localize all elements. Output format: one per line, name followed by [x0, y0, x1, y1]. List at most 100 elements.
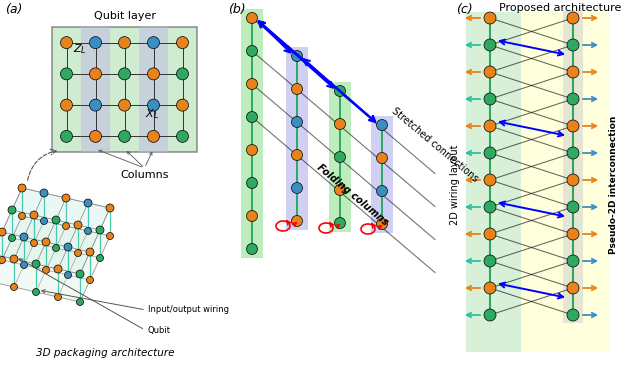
Text: Pseudo-2D interconnection: Pseudo-2D interconnection — [608, 116, 618, 254]
Circle shape — [335, 151, 345, 162]
Circle shape — [291, 182, 303, 194]
Circle shape — [177, 37, 189, 48]
Circle shape — [567, 12, 579, 24]
Circle shape — [11, 283, 18, 290]
Circle shape — [89, 37, 101, 48]
Circle shape — [567, 66, 579, 78]
Bar — [81, 27, 110, 152]
Circle shape — [484, 282, 496, 294]
Circle shape — [86, 248, 94, 256]
Bar — [139, 27, 168, 152]
Circle shape — [247, 111, 257, 122]
Circle shape — [335, 85, 345, 97]
Circle shape — [32, 260, 40, 268]
Circle shape — [0, 256, 6, 263]
Text: Input/output wiring: Input/output wiring — [148, 306, 229, 314]
Text: Qubit layer: Qubit layer — [94, 11, 155, 21]
Circle shape — [484, 93, 496, 105]
Circle shape — [118, 37, 130, 48]
Circle shape — [18, 184, 26, 192]
Circle shape — [484, 201, 496, 213]
Circle shape — [567, 174, 579, 186]
Circle shape — [21, 262, 28, 269]
Circle shape — [76, 270, 84, 278]
Circle shape — [291, 50, 303, 61]
Circle shape — [291, 215, 303, 226]
Bar — [286, 47, 308, 230]
Circle shape — [247, 243, 257, 255]
Circle shape — [0, 228, 6, 236]
Circle shape — [30, 239, 38, 246]
Circle shape — [291, 149, 303, 161]
Circle shape — [567, 93, 579, 105]
Circle shape — [147, 130, 160, 142]
Bar — [241, 9, 263, 258]
Circle shape — [74, 249, 82, 256]
Circle shape — [74, 221, 82, 229]
Circle shape — [87, 276, 94, 283]
Circle shape — [247, 145, 257, 155]
Circle shape — [30, 211, 38, 219]
Circle shape — [484, 66, 496, 78]
Circle shape — [10, 255, 18, 263]
Circle shape — [147, 99, 160, 111]
Circle shape — [484, 12, 496, 24]
Circle shape — [8, 206, 16, 214]
Bar — [521, 12, 609, 352]
Circle shape — [177, 130, 189, 142]
Circle shape — [60, 99, 72, 111]
Circle shape — [54, 265, 62, 273]
Text: Stretched connections: Stretched connections — [390, 106, 481, 184]
Circle shape — [377, 185, 387, 196]
Circle shape — [377, 120, 387, 131]
Circle shape — [484, 228, 496, 240]
Circle shape — [118, 99, 130, 111]
Circle shape — [291, 117, 303, 128]
Circle shape — [247, 13, 257, 24]
Circle shape — [291, 84, 303, 94]
Circle shape — [147, 68, 160, 80]
Text: 3D packaging architecture: 3D packaging architecture — [36, 348, 174, 358]
Circle shape — [567, 255, 579, 267]
Circle shape — [96, 226, 104, 234]
Circle shape — [106, 232, 113, 239]
Polygon shape — [0, 188, 110, 274]
Circle shape — [106, 204, 114, 212]
Circle shape — [40, 189, 48, 197]
Circle shape — [484, 120, 496, 132]
Circle shape — [377, 219, 387, 229]
Circle shape — [335, 185, 345, 195]
Circle shape — [177, 68, 189, 80]
Circle shape — [484, 147, 496, 159]
Circle shape — [484, 174, 496, 186]
Circle shape — [247, 78, 257, 90]
Circle shape — [43, 266, 50, 273]
Circle shape — [89, 99, 101, 111]
Circle shape — [62, 222, 69, 229]
Circle shape — [33, 289, 40, 296]
Circle shape — [89, 130, 101, 142]
Circle shape — [177, 99, 189, 111]
Circle shape — [40, 218, 48, 225]
Text: Folding columns: Folding columns — [315, 162, 390, 228]
Circle shape — [9, 235, 16, 242]
Bar — [52, 27, 197, 152]
Text: Proposed architecture: Proposed architecture — [499, 3, 621, 13]
Circle shape — [62, 194, 70, 202]
Circle shape — [567, 201, 579, 213]
Circle shape — [567, 120, 579, 132]
Circle shape — [247, 211, 257, 222]
Text: (c): (c) — [456, 3, 472, 16]
Text: 2D wiring layout: 2D wiring layout — [450, 145, 460, 225]
Circle shape — [77, 299, 84, 306]
Circle shape — [484, 309, 496, 321]
Circle shape — [118, 130, 130, 142]
Polygon shape — [0, 216, 110, 302]
Circle shape — [52, 216, 60, 224]
Circle shape — [89, 68, 101, 80]
Circle shape — [567, 228, 579, 240]
Text: (a): (a) — [5, 3, 23, 16]
Bar — [563, 10, 583, 323]
Circle shape — [60, 37, 72, 48]
Circle shape — [55, 293, 62, 300]
